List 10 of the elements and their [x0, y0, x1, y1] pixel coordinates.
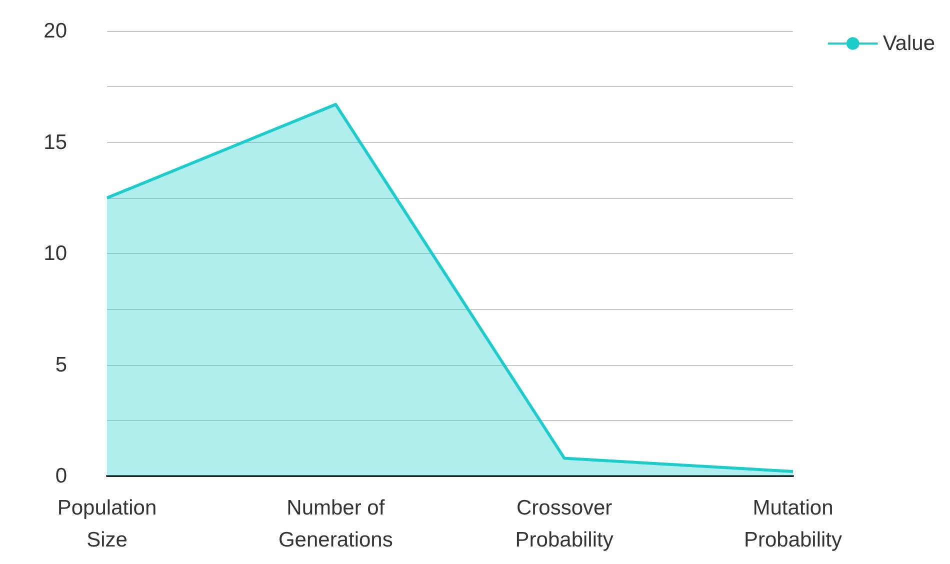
- y-tick-label: 15: [44, 130, 67, 154]
- x-tick-label: Mutation Probability: [744, 496, 843, 552]
- legend-label: Value: [882, 32, 936, 55]
- x-tick-label: Crossover Probability: [515, 496, 614, 552]
- y-tick-label: 20: [44, 20, 67, 42]
- x-tick-label: Number of Generations: [278, 496, 393, 552]
- y-tick-label: 0: [55, 464, 67, 488]
- x-tick-label: Population Size: [57, 496, 157, 552]
- y-tick-label: 10: [44, 242, 67, 265]
- y-tick-label: 5: [55, 353, 67, 376]
